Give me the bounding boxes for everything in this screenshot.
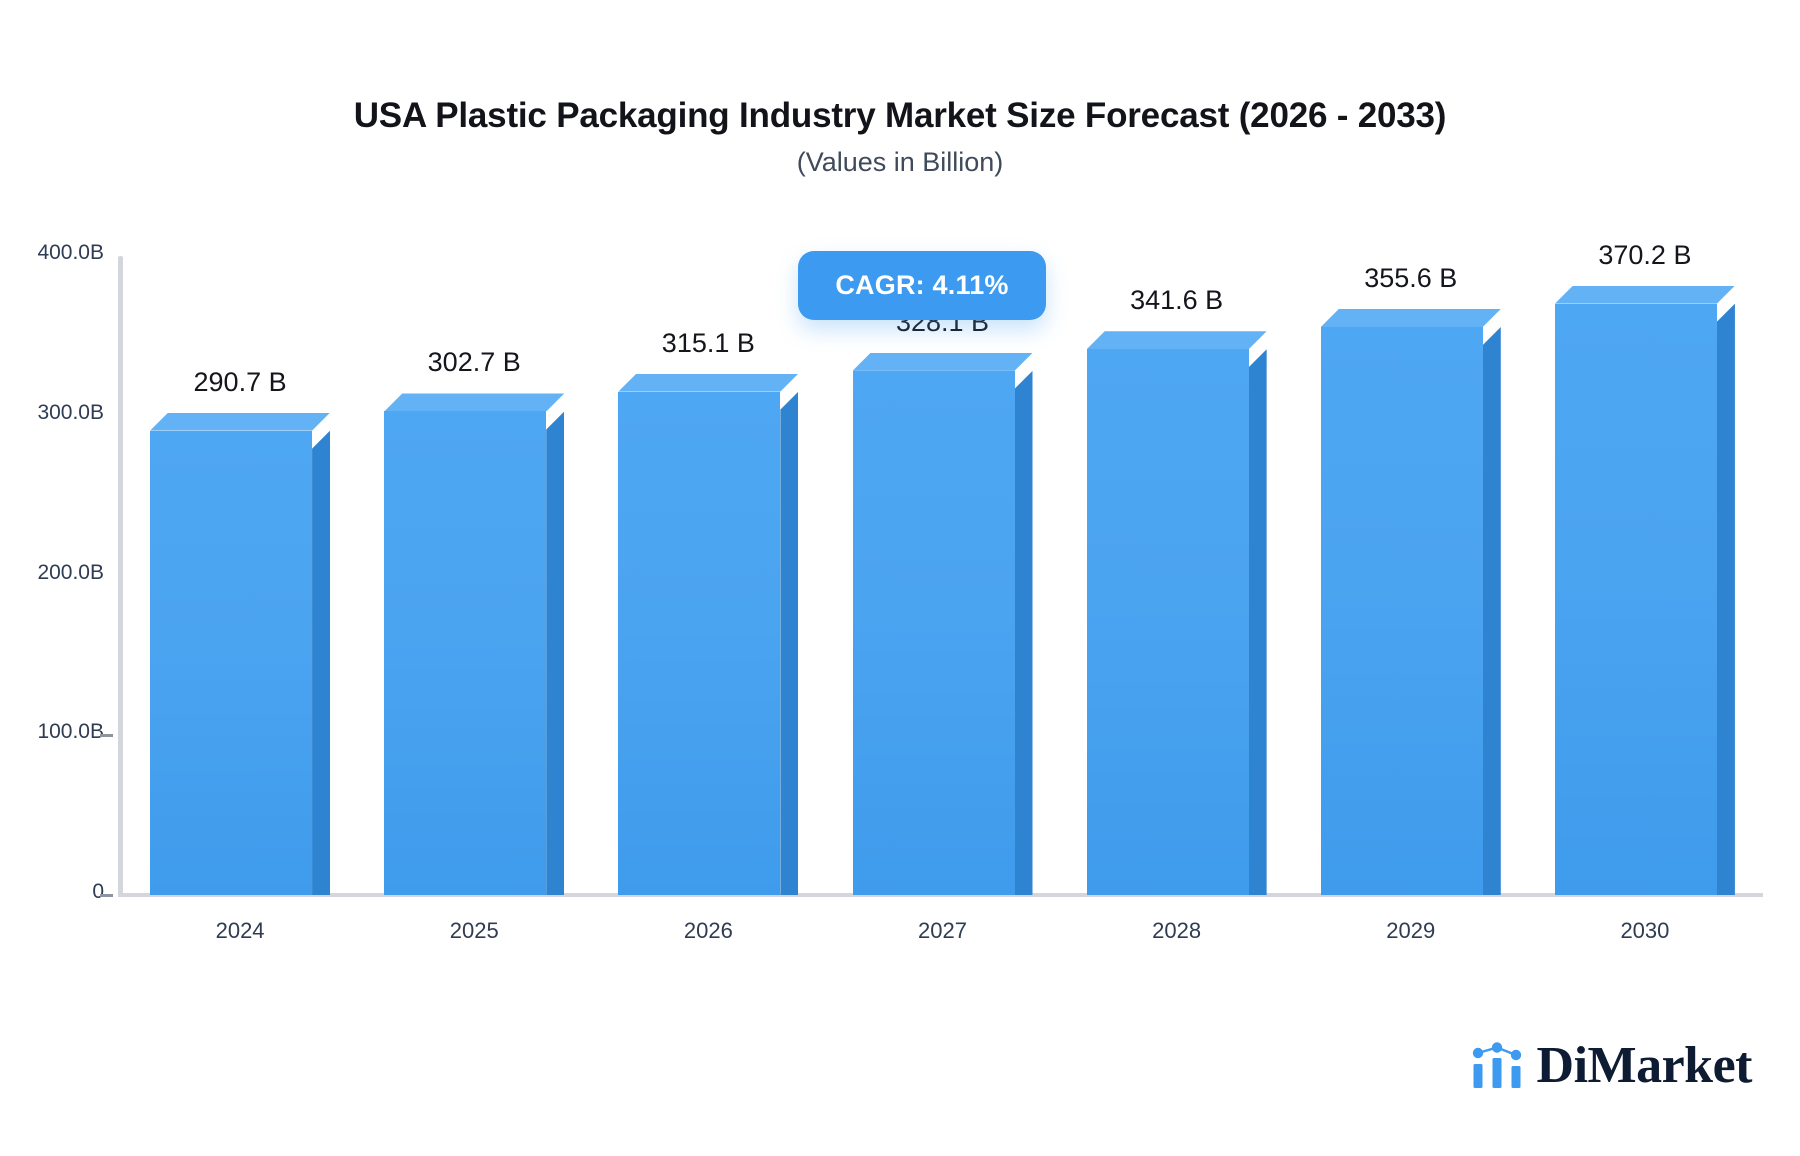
y-axis-tick-labels: 0 100.0B 200.0B 300.0B 400.0B xyxy=(0,0,113,1156)
bar-top-face xyxy=(384,393,565,412)
bar-top-face xyxy=(150,412,331,431)
chart-subtitle: (Values in Billion) xyxy=(796,147,1004,177)
bar[interactable] xyxy=(1320,308,1501,895)
y-axis-line xyxy=(118,256,123,896)
y-tick-label: 200.0B xyxy=(37,560,104,584)
y-tick-mark xyxy=(100,894,113,897)
bar-side-face xyxy=(1482,326,1501,895)
x-tick-label: 2027 xyxy=(918,918,967,943)
y-tick-label: 400.0B xyxy=(37,241,104,264)
bar-side-face xyxy=(1716,303,1735,895)
bar-front-face xyxy=(618,391,781,895)
x-tick-label: 2024 xyxy=(215,918,265,943)
y-tick-label: 0 xyxy=(92,880,104,903)
x-axis-line xyxy=(118,893,1763,897)
bar-side-face xyxy=(312,430,331,895)
bar[interactable] xyxy=(1554,285,1735,895)
brand-logo: DiMarket xyxy=(1471,1037,1753,1094)
bar-value-label: 315.1 B xyxy=(661,327,755,358)
bar[interactable] xyxy=(150,412,331,895)
bar-value-label: 290.7 B xyxy=(193,366,287,397)
bar-top-face xyxy=(618,373,799,392)
bar-front-face xyxy=(1554,303,1717,895)
bar-top-face xyxy=(1086,331,1267,350)
bar-value-label: 355.6 B xyxy=(1364,262,1458,293)
bar[interactable] xyxy=(618,373,799,895)
bar-front-face xyxy=(1086,349,1249,895)
bar-top-face xyxy=(1320,308,1501,327)
bar-value-label: 302.7 B xyxy=(427,347,521,378)
y-tick-label: 300.0B xyxy=(37,400,104,424)
bar[interactable] xyxy=(384,393,565,895)
brand-name: DiMarket xyxy=(1536,1037,1753,1094)
bar-front-face xyxy=(150,430,313,895)
y-tick-label: 100.0B xyxy=(37,720,104,744)
x-tick-label: 2026 xyxy=(683,918,733,943)
bar-front-face xyxy=(384,411,547,895)
bar-side-face xyxy=(780,391,799,895)
bar[interactable] xyxy=(852,352,1033,895)
x-tick-label: 2029 xyxy=(1386,918,1436,943)
bar-top-face xyxy=(852,352,1033,371)
bar-front-face xyxy=(1320,326,1483,895)
bars-layer: 290.7 B 302.7 B 315.1 B 328.1 B 341.6 B 355.6… xyxy=(123,0,1763,1156)
bar-value-label: 370.2 B xyxy=(1598,239,1692,270)
x-tick-label: 2025 xyxy=(449,918,499,943)
cagr-badge: CAGR: 4.11% xyxy=(798,251,1046,320)
x-tick-label: 2028 xyxy=(1152,918,1202,943)
bar-side-face xyxy=(1014,370,1033,895)
chart-title: USA Plastic Packaging Industry Market Si… xyxy=(353,96,1447,135)
bar-chart-icon xyxy=(1472,1042,1521,1088)
bar-value-label: 341.6 B xyxy=(1130,285,1224,316)
bar-side-face xyxy=(546,411,565,895)
bar-top-face xyxy=(1554,285,1735,304)
bar-front-face xyxy=(852,370,1015,895)
cagr-badge-label: CAGR: 4.11% xyxy=(835,270,1009,300)
bar-side-face xyxy=(1248,349,1267,895)
x-tick-label: 2030 xyxy=(1620,918,1670,943)
bar[interactable] xyxy=(1086,331,1267,895)
y-tick-mark xyxy=(100,734,113,738)
